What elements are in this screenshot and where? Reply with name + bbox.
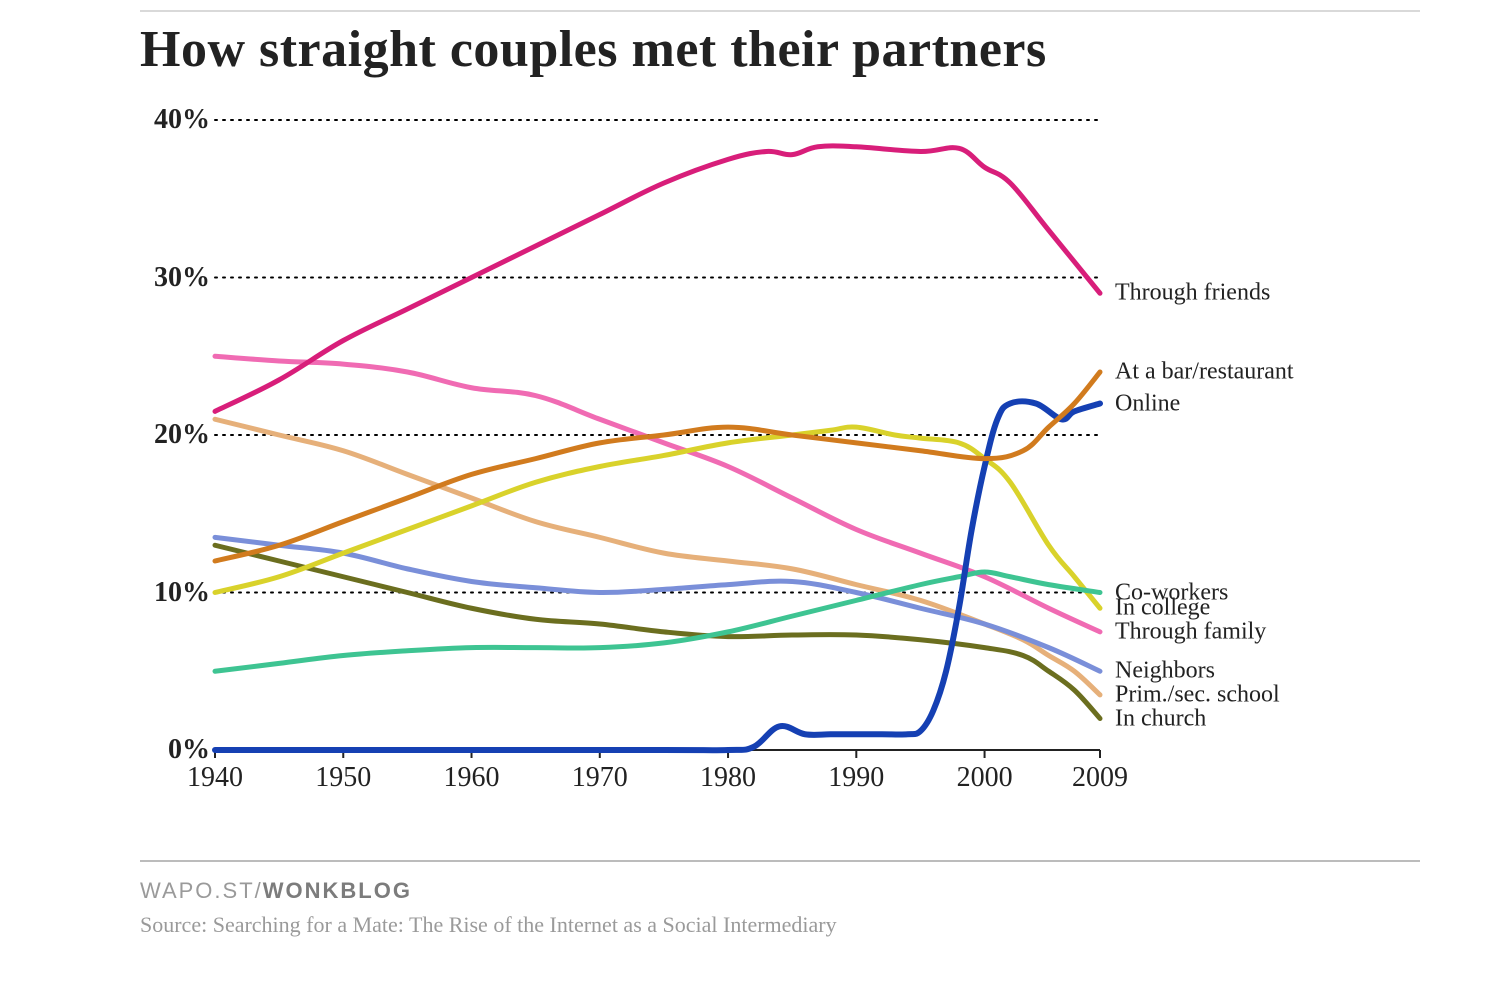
y-tick-label: 30%: [154, 262, 210, 294]
x-tick-label: 1980: [700, 762, 756, 794]
x-tick-label: 1950: [315, 762, 371, 794]
series-label-bar_restaurant: At a bar/restaurant: [1115, 359, 1294, 386]
chart-frame: How straight couples met their partners …: [0, 0, 1500, 1000]
series-bar_restaurant: [215, 372, 1100, 561]
x-tick-label: 2009: [1072, 762, 1128, 794]
series-label-through_family: Through family: [1115, 618, 1266, 645]
y-tick-label: 40%: [154, 104, 210, 136]
y-tick-label: 10%: [154, 577, 210, 609]
x-tick-label: 1990: [828, 762, 884, 794]
chart-title: How straight couples met their partners: [140, 20, 1047, 79]
bottom-rule: [140, 860, 1420, 862]
credit-bold: WONKBLOG: [263, 878, 412, 903]
x-tick-label: 1960: [444, 762, 500, 794]
source-line: Source: Searching for a Mate: The Rise o…: [140, 912, 837, 938]
x-tick-label: 1970: [572, 762, 628, 794]
series-label-through_friends: Through friends: [1115, 280, 1270, 307]
y-tick-label: 20%: [154, 419, 210, 451]
series-through_friends: [215, 146, 1100, 411]
series-label-in_church: In church: [1115, 705, 1206, 732]
x-tick-label: 1940: [187, 762, 243, 794]
series-label-online: Online: [1115, 390, 1180, 417]
credit-prefix: WAPO.ST/: [140, 878, 263, 903]
top-rule: [140, 10, 1420, 12]
x-tick-label: 2000: [957, 762, 1013, 794]
plot-area: 0%10%20%30%40%19401950196019701980199020…: [140, 110, 1370, 810]
credit-line: WAPO.ST/WONKBLOG: [140, 878, 412, 904]
